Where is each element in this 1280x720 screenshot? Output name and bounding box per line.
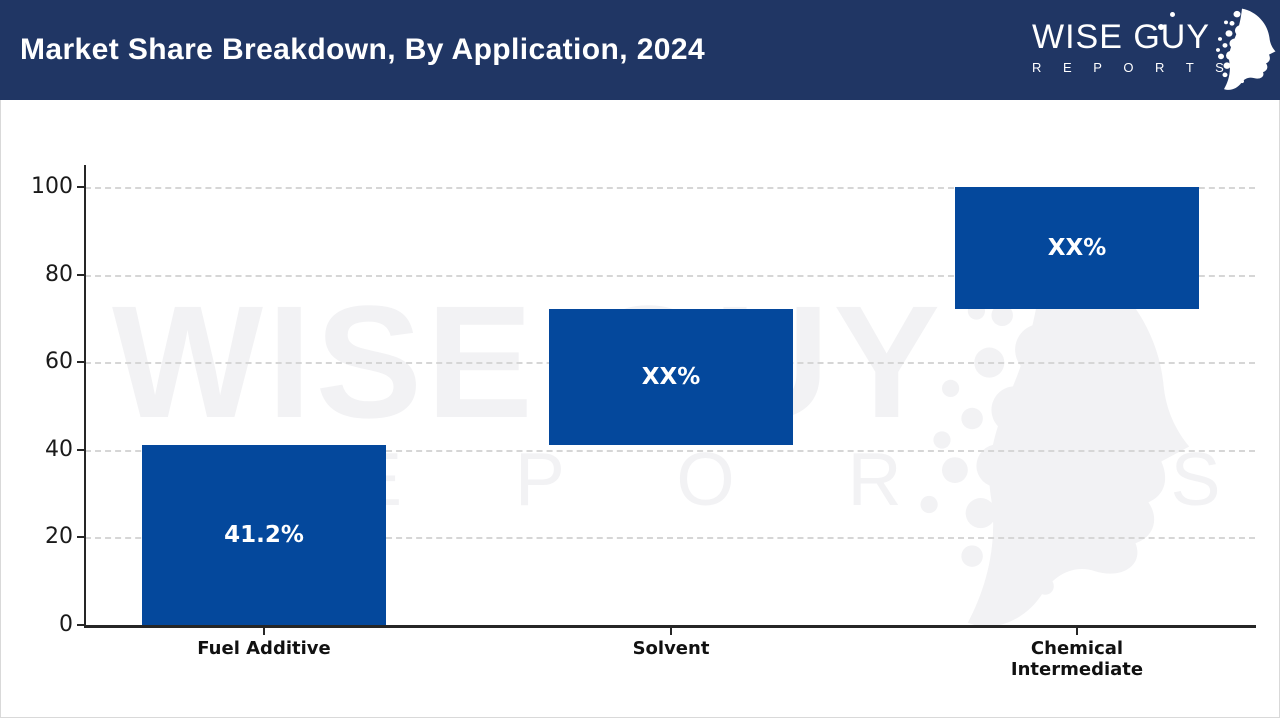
y-axis-line xyxy=(84,165,86,627)
gridline-y-80 xyxy=(85,274,1255,277)
gridline-y-100 xyxy=(85,187,1255,189)
header-bar: Market Share Breakdown, By Application, … xyxy=(0,0,1280,100)
y-tick-label: 0 xyxy=(59,612,73,637)
x-category-label: Chemical Intermediate xyxy=(1010,638,1144,680)
brand-face-icon xyxy=(1216,8,1276,90)
y-tick-mark xyxy=(77,361,85,364)
bar-fuel-additive: 41.2% xyxy=(142,444,386,625)
x-tick-mark xyxy=(1076,628,1078,635)
logo-dot xyxy=(1158,24,1164,30)
bar-value-label: XX% xyxy=(1047,234,1107,261)
x-tick-mark xyxy=(670,628,672,635)
brand-subtitle: R E P O R T S xyxy=(1032,60,1233,75)
brand-logo-text: WISE GUY R E P O R T S xyxy=(1032,18,1233,75)
brand-name: WISE GUY xyxy=(1032,18,1211,56)
x-axis-line xyxy=(84,625,1256,628)
y-tick-mark xyxy=(77,448,85,451)
y-tick-label: 40 xyxy=(45,436,73,462)
gridline-y-20 xyxy=(85,537,1255,540)
bar-value-label: XX% xyxy=(641,363,701,390)
x-tick-mark xyxy=(263,628,265,635)
bar-solvent: XX% xyxy=(549,308,793,445)
y-tick-label: 60 xyxy=(45,349,73,375)
gridline-y-40 xyxy=(85,449,1255,452)
brand-logo: WISE GUY R E P O R T S xyxy=(1020,0,1280,100)
y-tick-mark xyxy=(77,186,85,188)
bar-value-label: 41.2% xyxy=(224,521,304,548)
y-tick-mark xyxy=(77,624,85,626)
x-category-label: Solvent xyxy=(632,638,710,659)
logo-dot xyxy=(1170,12,1175,17)
watermark-text-wiseguy: WISE GUY xyxy=(112,272,945,451)
y-tick-mark xyxy=(77,273,85,276)
y-tick-mark xyxy=(77,536,85,539)
y-tick-label: 100 xyxy=(31,174,73,199)
x-category-label: Fuel Additive xyxy=(197,638,331,659)
y-tick-label: 80 xyxy=(45,261,73,287)
bar-chemical-intermediate: XX% xyxy=(955,187,1199,309)
y-tick-label: 20 xyxy=(45,524,73,550)
page-title: Market Share Breakdown, By Application, … xyxy=(20,33,706,66)
